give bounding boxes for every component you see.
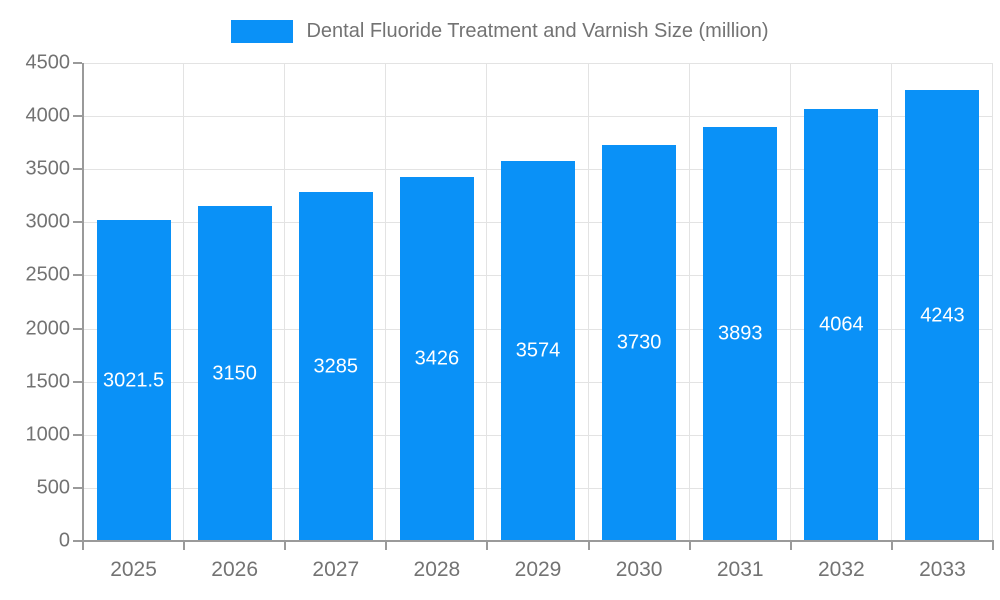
bar-value-label: 3426 [414, 347, 460, 370]
x-tick-mark [183, 541, 186, 550]
y-tick-label: 3500 [25, 157, 71, 180]
y-tick-label: 3000 [25, 210, 71, 233]
x-tick-mark [486, 541, 489, 550]
v-gridline [486, 63, 488, 541]
bar-value-label: 3574 [515, 339, 561, 362]
bar-2029[interactable]: 3574 [501, 161, 575, 541]
plot-area: 3021.5 3150 3285 3426 3574 3730 3893 4064 4243 [82, 63, 994, 542]
v-gridline [587, 63, 589, 541]
bar-2031[interactable]: 3893 [703, 127, 778, 541]
v-gridline [183, 63, 185, 541]
y-tick-mark [73, 168, 82, 171]
y-tick-label: 4000 [25, 104, 71, 127]
y-tick-mark [73, 433, 82, 436]
y-tick-mark [73, 540, 82, 542]
h-gridline [83, 116, 993, 118]
x-tick-label: 2033 [919, 558, 966, 581]
y-tick-label: 2000 [25, 317, 71, 340]
y-tick-mark [73, 115, 82, 118]
bar-2032[interactable]: 4064 [804, 109, 879, 541]
y-tick-label: 2500 [25, 263, 71, 286]
bar-value-label: 3021.5 [102, 369, 165, 392]
x-axis-labels: 2025 2026 2027 2028 2029 2030 2031 2032 2033 [82, 541, 994, 591]
y-tick-mark [73, 327, 82, 330]
bar-value-label: 3285 [313, 355, 359, 378]
bar-value-label: 4243 [920, 304, 965, 327]
x-tick-mark [688, 541, 691, 550]
x-tick-label: 2027 [312, 558, 360, 581]
y-tick-label: 1000 [25, 423, 71, 446]
chart-legend[interactable]: Dental Fluoride Treatment and Varnish Si… [0, 18, 1000, 44]
y-axis-labels: 0 500 1000 1500 2000 2500 3000 3500 4000 4500 [0, 52, 71, 552]
v-gridline [890, 63, 892, 541]
bar-value-label: 3730 [616, 331, 662, 354]
y-tick-mark [73, 486, 82, 489]
v-gridline [992, 63, 993, 541]
bar-2026[interactable]: 3150 [197, 206, 272, 541]
bar-value-label: 3150 [212, 362, 257, 385]
y-tick-label: 0 [58, 529, 70, 552]
y-axis-ticks [73, 62, 82, 542]
x-tick-label: 2026 [211, 558, 259, 581]
v-gridline [688, 63, 690, 541]
y-tick-label: 1500 [25, 370, 71, 393]
y-tick-mark [73, 62, 82, 64]
bar-2027[interactable]: 3285 [298, 192, 373, 541]
y-tick-label: 500 [36, 476, 70, 499]
bar-value-label: 3893 [717, 322, 763, 345]
bar-2033[interactable]: 4243 [905, 90, 980, 541]
x-tick-mark [284, 541, 287, 550]
x-axis-line [82, 540, 994, 542]
y-axis-line [82, 63, 84, 541]
x-tick-label: 2030 [615, 558, 663, 581]
v-gridline [789, 63, 791, 541]
x-tick-mark [992, 541, 994, 550]
x-tick-label: 2028 [413, 558, 461, 581]
v-gridline [284, 63, 286, 541]
bar-2025[interactable]: 3021.5 [96, 220, 171, 541]
x-tick-label: 2032 [817, 558, 865, 581]
x-tick-mark [789, 541, 792, 550]
y-tick-mark [73, 274, 82, 277]
bar-2028[interactable]: 3426 [399, 177, 474, 541]
h-gridline [83, 63, 993, 64]
y-tick-label: 4500 [25, 51, 71, 74]
x-tick-mark [82, 541, 84, 550]
y-tick-mark [73, 221, 82, 224]
legend-swatch-icon [231, 19, 294, 43]
bar-2030[interactable]: 3730 [602, 144, 677, 541]
v-gridline [385, 63, 387, 541]
x-tick-mark [385, 541, 388, 550]
y-tick-mark [73, 380, 82, 383]
bar-value-label: 4064 [819, 313, 864, 336]
legend-label: Dental Fluoride Treatment and Varnish Si… [306, 20, 769, 42]
x-tick-label: 2031 [716, 558, 764, 581]
x-tick-label: 2029 [514, 558, 562, 581]
x-tick-mark [890, 541, 893, 550]
x-tick-label: 2025 [110, 558, 157, 581]
x-tick-mark [587, 541, 590, 550]
